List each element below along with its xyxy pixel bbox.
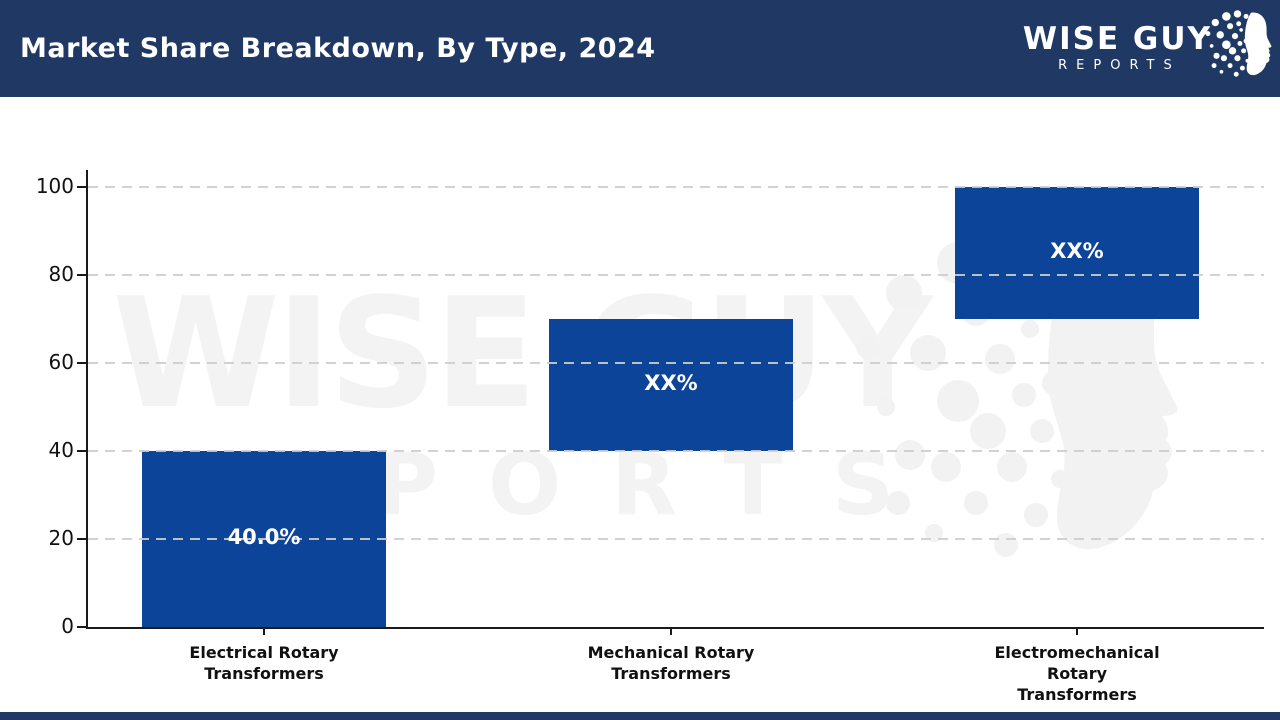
footer-bar	[0, 712, 1280, 720]
y-tick-mark-0	[77, 626, 86, 628]
logo-wiseguy-label: WISE GUY	[1022, 21, 1212, 57]
y-tick-label-20: 20	[48, 526, 74, 550]
wiseguy-logo-text: WISE GUY REPORTS	[1022, 21, 1212, 74]
bar-value-label-2: XX%	[644, 371, 698, 395]
bar-value-label-3: XX%	[1050, 239, 1104, 263]
chart-area: WISE GUY REPORTS 0 20 40 60 80 100 40.0% XX% XX%…	[0, 97, 1280, 712]
gridline-80	[88, 274, 1264, 276]
y-tick-mark-60	[77, 362, 86, 364]
gridline-20	[88, 538, 1264, 540]
category-label-2: Mechanical Rotary Transformers	[587, 643, 755, 683]
x-axis-line	[88, 627, 1264, 629]
gridline-100	[88, 186, 1264, 188]
x-tick-mark-1	[263, 627, 265, 635]
x-tick-mark-3	[1076, 627, 1078, 635]
y-tick-label-100: 100	[35, 174, 74, 198]
y-tick-mark-20	[77, 538, 86, 540]
x-tick-mark-2	[670, 627, 672, 635]
y-tick-label-0: 0	[61, 614, 74, 638]
y-axis-line	[86, 170, 88, 629]
bar-3	[955, 187, 1199, 319]
bar-2	[549, 319, 793, 451]
wiseguy-logo: WISE GUY REPORTS	[1023, 9, 1280, 89]
y-tick-mark-40	[77, 450, 86, 452]
watermark-wiseguy-text: WISE GUY	[112, 265, 933, 442]
header-bar: Market Share Breakdown, By Type, 2024 WI…	[0, 0, 1280, 97]
gridline-60	[88, 362, 1264, 364]
category-label-3: Electromechanical Rotary Transformers	[994, 643, 1160, 704]
bar-value-label-1: 40.0%	[227, 525, 301, 549]
y-tick-label-60: 60	[48, 350, 74, 374]
y-tick-label-80: 80	[48, 262, 74, 286]
y-tick-mark-80	[77, 274, 86, 276]
page-title: Market Share Breakdown, By Type, 2024	[20, 33, 656, 64]
gridline-40	[88, 450, 1264, 452]
y-tick-label-40: 40	[48, 438, 74, 462]
logo-reports-label: REPORTS	[1058, 58, 1181, 73]
category-label-1: Electrical Rotary Transformers	[189, 643, 339, 683]
y-tick-mark-100	[77, 186, 86, 188]
